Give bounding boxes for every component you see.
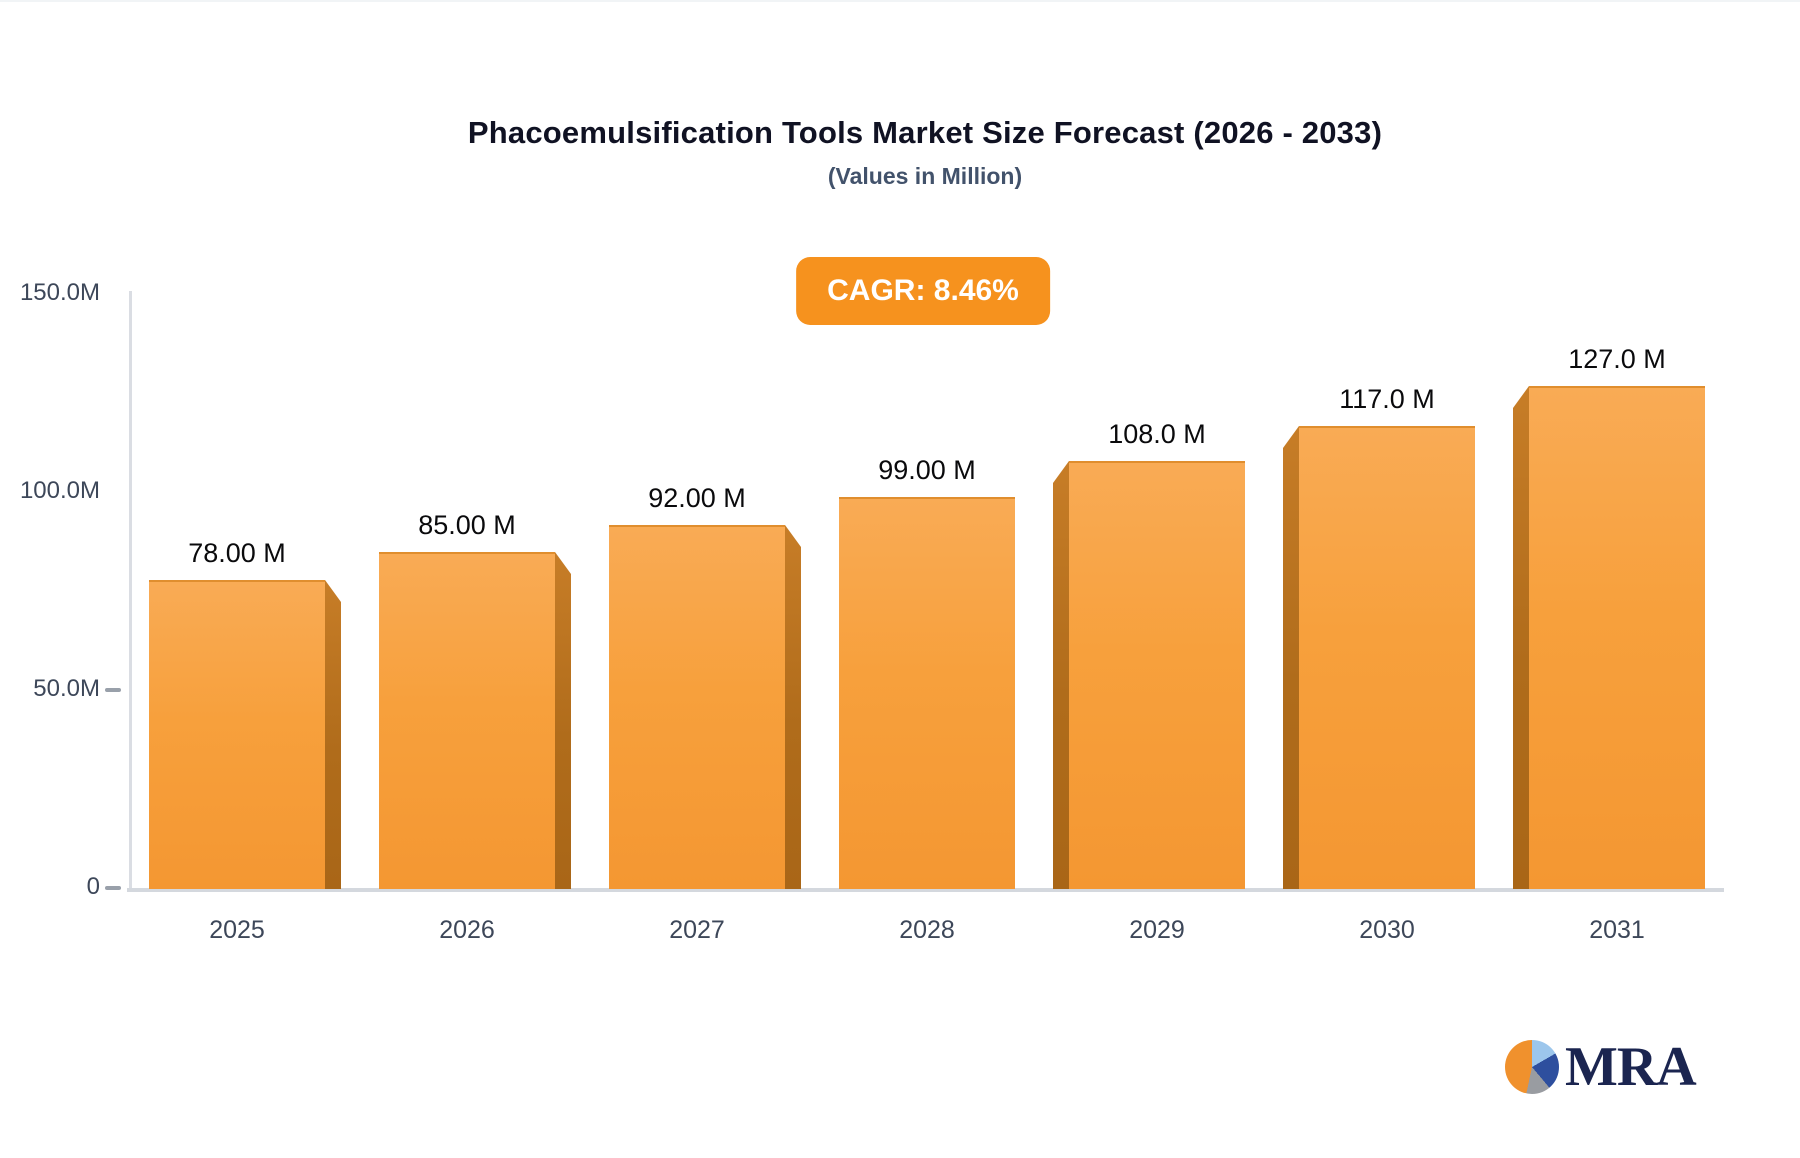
- chart-title: Phacoemulsification Tools Market Size Fo…: [467, 115, 1383, 150]
- y-tick-dash: [105, 886, 121, 890]
- bar-2029[interactable]: [1069, 461, 1245, 889]
- bar-3d-side-2025: [325, 580, 341, 889]
- x-tick-label-2025: 2025: [209, 916, 265, 944]
- x-tick-label-2027: 2027: [669, 916, 725, 944]
- brand-logo-text: MRA: [1565, 1036, 1697, 1098]
- bar-value-label: 117.0 M: [1339, 384, 1435, 414]
- bar-value-label: 108.0 M: [1108, 419, 1206, 449]
- y-tick-label: 50.0M: [33, 675, 100, 702]
- bar-value-label: 92.00 M: [648, 483, 746, 513]
- bar-2028[interactable]: [839, 497, 1015, 889]
- pie-chart-logo-icon: [1505, 1040, 1559, 1094]
- bar-3d-side-2030: [1283, 426, 1299, 889]
- chart-subtitle: (Values in Million): [827, 163, 1023, 189]
- x-tick-label-2030: 2030: [1359, 916, 1415, 944]
- bar-value-label: 127.0 M: [1568, 344, 1666, 374]
- cagr-badge: CAGR: 8.46%: [796, 257, 1050, 325]
- bar-2030[interactable]: [1299, 426, 1475, 889]
- x-tick-label-2029: 2029: [1129, 916, 1185, 944]
- bar-value-label: 85.00 M: [418, 510, 516, 540]
- bar-value-label: 99.00 M: [878, 455, 976, 485]
- bar-3d-side-2029: [1053, 461, 1069, 889]
- x-axis-line: [127, 888, 1724, 892]
- bar-2025[interactable]: [149, 580, 325, 889]
- bar-2027[interactable]: [609, 525, 785, 889]
- bar-2026[interactable]: [379, 552, 555, 889]
- y-axis-line: [129, 291, 132, 890]
- bar-2031[interactable]: [1529, 386, 1705, 889]
- y-tick-label: 150.0M: [19, 279, 100, 306]
- y-tick-dash: [105, 688, 121, 692]
- bar-value-label: 78.00 M: [188, 538, 286, 568]
- y-tick-label: 0: [86, 873, 100, 900]
- y-tick-label: 100.0M: [19, 477, 100, 504]
- bar-3d-side-2031: [1513, 386, 1529, 889]
- x-tick-label-2028: 2028: [899, 916, 955, 944]
- brand-logo: MRA: [1505, 1036, 1697, 1098]
- bar-3d-side-2026: [555, 552, 571, 889]
- bar-3d-side-2027: [785, 525, 801, 889]
- x-tick-label-2026: 2026: [439, 916, 495, 944]
- x-tick-label-2031: 2031: [1589, 916, 1645, 944]
